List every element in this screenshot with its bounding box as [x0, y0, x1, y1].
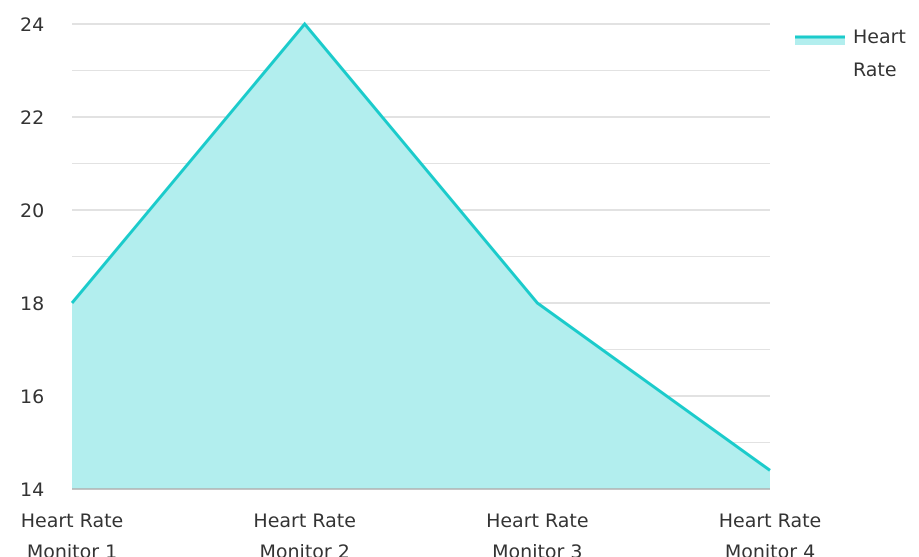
area-fill-heart-rate — [72, 24, 770, 489]
x-category-label-line: Monitor 1 — [27, 541, 117, 557]
x-category-label-line: Monitor 2 — [259, 541, 349, 557]
legend-label-line-1: Heart — [853, 26, 906, 48]
x-category-label: Heart Rate Monitor 1 — [21, 510, 124, 557]
legend: Heart Rate — [795, 26, 906, 81]
data-points — [71, 23, 771, 471]
y-tick-label: 24 — [20, 14, 44, 36]
x-category-label: Heart Rate Monitor 4 — [719, 510, 822, 557]
y-axis-tick-labels: 14 16 18 20 22 24 — [20, 14, 44, 501]
x-category-label-line: Heart Rate — [486, 510, 589, 532]
x-category-label: Heart Rate Monitor 3 — [486, 510, 589, 557]
y-tick-label: 22 — [20, 107, 44, 129]
legend-label-line-2: Rate — [853, 59, 897, 81]
y-tick-label: 18 — [20, 293, 44, 315]
series-line-heart-rate — [70, 21, 771, 472]
x-category-label-line: Monitor 4 — [725, 541, 815, 557]
y-tick-label: 16 — [20, 386, 44, 408]
legend-swatch-fill — [795, 36, 845, 45]
y-tick-label: 20 — [20, 200, 44, 222]
x-category-label: Heart Rate Monitor 2 — [253, 510, 356, 557]
x-category-label-line: Heart Rate — [253, 510, 356, 532]
x-category-label-line: Monitor 3 — [492, 541, 582, 557]
x-category-label-line: Heart Rate — [719, 510, 822, 532]
x-category-label-line: Heart Rate — [21, 510, 124, 532]
y-tick-label: 14 — [20, 479, 44, 501]
